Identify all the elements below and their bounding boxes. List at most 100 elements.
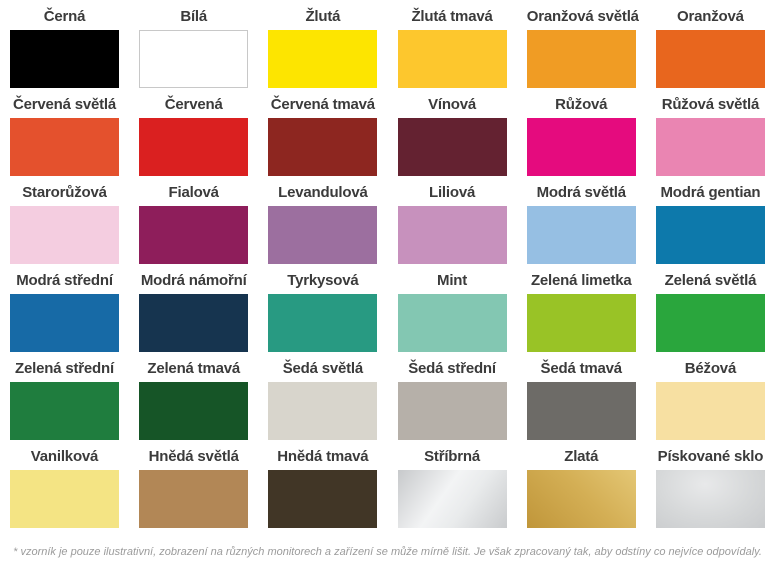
color-cell: Oranžová bbox=[655, 4, 765, 88]
color-cell: Oranžová světlá bbox=[526, 4, 639, 88]
swatch-label: Černá bbox=[43, 8, 86, 25]
color-swatch bbox=[139, 206, 249, 264]
color-cell: Starorůžová bbox=[10, 180, 119, 264]
swatch-label: Oranžová světlá bbox=[526, 8, 639, 25]
swatch-label: Modrá gentian bbox=[660, 184, 761, 201]
color-swatch bbox=[10, 294, 119, 352]
swatch-label: Červená bbox=[164, 96, 223, 113]
color-swatch bbox=[10, 206, 119, 264]
swatch-label: Zelená světlá bbox=[664, 272, 757, 289]
swatch-label: Šedá tmavá bbox=[540, 360, 623, 377]
swatch-label: Fialová bbox=[168, 184, 219, 201]
color-cell: Šedá střední bbox=[397, 356, 507, 440]
swatch-label: Žlutá bbox=[305, 8, 341, 25]
swatch-label: Hnědá tmavá bbox=[277, 448, 369, 465]
color-swatch bbox=[526, 206, 636, 264]
color-cell: Béžová bbox=[655, 356, 765, 440]
color-swatch bbox=[655, 294, 765, 352]
color-swatch bbox=[526, 470, 636, 528]
swatch-label: Béžová bbox=[684, 360, 737, 377]
color-cell: Červená světlá bbox=[10, 92, 119, 176]
color-cell: Levandulová bbox=[268, 180, 378, 264]
color-swatch bbox=[397, 30, 507, 88]
color-palette-grid: Černá Bílá Žlutá Žlutá tmavá Oranžová sv… bbox=[10, 4, 765, 528]
color-cell: Tyrkysová bbox=[268, 268, 378, 352]
color-cell: Fialová bbox=[139, 180, 249, 264]
color-cell: Černá bbox=[10, 4, 119, 88]
color-cell: Hnědá tmavá bbox=[268, 444, 378, 528]
color-cell: Bílá bbox=[139, 4, 249, 88]
color-swatch bbox=[268, 382, 378, 440]
color-swatch bbox=[10, 470, 119, 528]
color-cell: Červená tmavá bbox=[268, 92, 378, 176]
swatch-label: Liliová bbox=[429, 184, 476, 201]
color-swatch bbox=[397, 382, 507, 440]
color-swatch bbox=[397, 118, 507, 176]
color-cell: Zlatá bbox=[526, 444, 636, 528]
color-swatch bbox=[655, 470, 765, 528]
color-cell: Žlutá tmavá bbox=[397, 4, 507, 88]
color-swatch bbox=[139, 294, 249, 352]
color-cell: Zelená tmavá bbox=[139, 356, 249, 440]
color-swatch bbox=[397, 470, 507, 528]
color-cell: Růžová světlá bbox=[655, 92, 765, 176]
color-cell: Zelená limetka bbox=[526, 268, 636, 352]
swatch-label: Červená tmavá bbox=[270, 96, 375, 113]
color-cell: Modrá gentian bbox=[655, 180, 765, 264]
swatch-label: Žlutá tmavá bbox=[411, 8, 493, 25]
swatch-label: Mint bbox=[437, 272, 468, 289]
color-cell: Zelená světlá bbox=[655, 268, 765, 352]
color-swatch bbox=[268, 206, 378, 264]
color-cell: Šedá tmavá bbox=[526, 356, 636, 440]
swatch-label: Šedá střední bbox=[408, 360, 496, 377]
color-swatch bbox=[526, 294, 636, 352]
color-swatch bbox=[268, 118, 378, 176]
swatch-label: Červená světlá bbox=[12, 96, 117, 113]
swatch-label: Stříbrná bbox=[424, 448, 481, 465]
swatch-label: Zelená střední bbox=[15, 360, 114, 377]
color-swatch bbox=[268, 30, 378, 88]
swatch-label: Modrá světlá bbox=[536, 184, 627, 201]
color-swatch bbox=[139, 30, 249, 88]
color-cell: Hnědá světlá bbox=[139, 444, 249, 528]
swatch-label: Bílá bbox=[180, 8, 208, 25]
color-cell: Pískované sklo bbox=[655, 444, 765, 528]
swatch-label: Tyrkysová bbox=[287, 272, 359, 289]
swatch-label: Zelená limetka bbox=[530, 272, 632, 289]
color-cell: Modrá světlá bbox=[526, 180, 636, 264]
swatch-label: Vínová bbox=[428, 96, 477, 113]
swatch-label: Modrá námořní bbox=[140, 272, 247, 289]
color-cell: Zelená střední bbox=[10, 356, 119, 440]
color-swatch bbox=[526, 118, 636, 176]
swatch-label: Růžová bbox=[555, 96, 608, 113]
color-swatch bbox=[397, 294, 507, 352]
swatch-label: Hnědá světlá bbox=[148, 448, 239, 465]
color-swatch bbox=[139, 382, 249, 440]
color-swatch bbox=[655, 118, 765, 176]
color-swatch bbox=[10, 30, 119, 88]
swatch-label: Pískované sklo bbox=[657, 448, 764, 465]
color-cell: Vanilková bbox=[10, 444, 119, 528]
swatch-label: Levandulová bbox=[278, 184, 368, 201]
color-swatch bbox=[526, 30, 636, 88]
color-cell: Červená bbox=[139, 92, 249, 176]
swatch-label: Oranžová bbox=[677, 8, 744, 25]
color-swatch bbox=[268, 470, 378, 528]
color-swatch bbox=[10, 118, 119, 176]
color-swatch bbox=[655, 30, 765, 88]
color-cell: Růžová bbox=[526, 92, 636, 176]
color-swatch bbox=[397, 206, 507, 264]
color-swatch bbox=[655, 382, 765, 440]
color-cell: Stříbrná bbox=[397, 444, 507, 528]
swatch-label: Starorůžová bbox=[22, 184, 107, 201]
color-cell: Modrá námořní bbox=[139, 268, 249, 352]
color-cell: Šedá světlá bbox=[268, 356, 378, 440]
color-cell: Žlutá bbox=[268, 4, 378, 88]
swatch-label: Růžová světlá bbox=[661, 96, 760, 113]
swatch-label: Modrá střední bbox=[16, 272, 113, 289]
color-swatch bbox=[655, 206, 765, 264]
color-swatch bbox=[10, 382, 119, 440]
color-swatch bbox=[139, 470, 249, 528]
color-cell: Liliová bbox=[397, 180, 507, 264]
color-swatch bbox=[139, 118, 249, 176]
